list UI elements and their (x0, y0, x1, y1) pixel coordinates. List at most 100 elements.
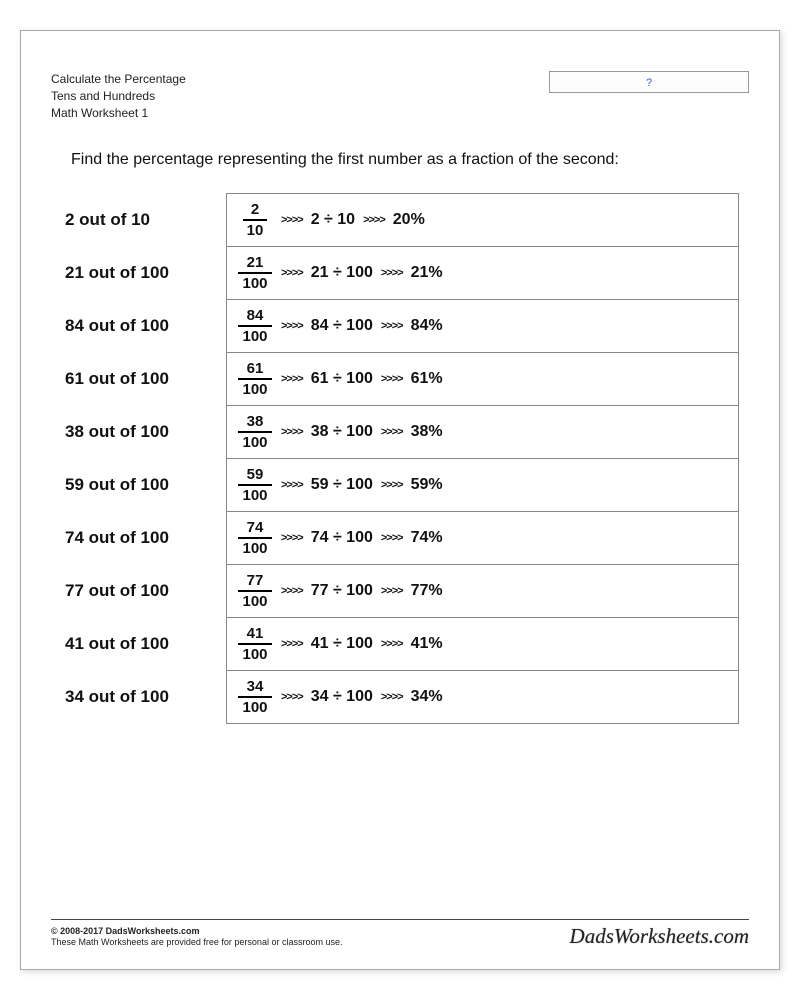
title-line-3: Math Worksheet 1 (51, 105, 186, 122)
fraction-numerator: 77 (243, 573, 268, 590)
arrow-icon: >>>> (379, 691, 405, 703)
answer-cell: 21100 >>>> 21 ÷ 100 >>>> 21% (226, 246, 739, 299)
division-expression: 61 ÷ 100 (311, 370, 373, 388)
fraction-denominator: 10 (243, 219, 268, 238)
fraction-numerator: 74 (243, 520, 268, 537)
arrow-icon: >>>> (279, 267, 305, 279)
division-expression: 77 ÷ 100 (311, 582, 373, 600)
problem-row: 74 out of 100 74100 >>>> 74 ÷ 100 >>>> 74% (61, 511, 739, 564)
fraction-denominator: 100 (238, 590, 271, 609)
fraction-denominator: 100 (238, 272, 271, 291)
problem-row: 41 out of 10041100>>>>41 ÷ 100>>>>41% (61, 617, 739, 670)
answer-cell: 210 >>>> 2 ÷ 10 >>>> 20% (226, 193, 739, 246)
arrow-icon: >>>> (279, 585, 305, 597)
footer-brand: DadsWorksheets.com (570, 924, 749, 949)
title-line-2: Tens and Hundreds (51, 88, 186, 105)
percentage-result: 59% (411, 476, 443, 494)
arrow-icon: >>>> (279, 426, 305, 438)
header: Calculate the Percentage Tens and Hundre… (51, 71, 749, 121)
arrow-icon: >>>> (279, 532, 305, 544)
footer-note: These Math Worksheets are provided free … (51, 937, 342, 949)
fraction-numerator: 59 (243, 467, 268, 484)
fraction-numerator: 41 (243, 626, 268, 643)
fraction: 210 (237, 202, 273, 238)
division-expression: 74 ÷ 100 (311, 529, 373, 547)
fraction-numerator: 61 (243, 361, 268, 378)
fraction: 38100 (237, 414, 273, 450)
arrow-icon: >>>> (379, 320, 405, 332)
fraction: 34100 (237, 679, 273, 715)
percentage-result: 21% (411, 264, 443, 282)
answer-cell: 38100>>>>38 ÷ 100>>>>38% (226, 405, 739, 458)
fraction-denominator: 100 (238, 696, 271, 715)
percentage-result: 77% (411, 582, 443, 600)
fraction-numerator: 38 (243, 414, 268, 431)
title-line-1: Calculate the Percentage (51, 71, 186, 88)
arrow-icon: >>>> (379, 267, 405, 279)
percentage-result: 84% (411, 317, 443, 335)
answer-cell: 77100 >>>> 77 ÷ 100 >>>> 77% (226, 564, 739, 617)
fraction-numerator: 34 (243, 679, 268, 696)
arrow-icon: >>>> (279, 214, 305, 226)
fraction: 84100 (237, 308, 273, 344)
problem-label: 74 out of 100 (61, 511, 226, 564)
fraction-denominator: 100 (238, 484, 271, 503)
fraction-numerator: 84 (243, 308, 268, 325)
answer-cell: 84100 >>>> 84 ÷ 100 >>>> 84% (226, 299, 739, 352)
answer-cell: 74100 >>>> 74 ÷ 100 >>>> 74% (226, 511, 739, 564)
answer-cell: 34100>>>>34 ÷ 100>>>>34% (226, 670, 739, 724)
arrow-icon: >>>> (279, 320, 305, 332)
arrow-icon: >>>> (379, 638, 405, 650)
fraction-denominator: 100 (238, 325, 271, 344)
percentage-result: 41% (411, 635, 443, 653)
problem-label: 77 out of 100 (61, 564, 226, 617)
arrow-icon: >>>> (379, 532, 405, 544)
fraction-denominator: 100 (238, 378, 271, 397)
division-expression: 2 ÷ 10 (311, 211, 355, 229)
problem-rows: 2 out of 10 210 >>>> 2 ÷ 10 >>>> 20% 21 out of… (61, 193, 739, 724)
arrow-icon: >>>> (379, 479, 405, 491)
arrow-icon: >>>> (279, 691, 305, 703)
copyright-text: © 2008-2017 DadsWorksheets.com (51, 926, 342, 938)
arrow-icon: >>>> (361, 214, 387, 226)
problem-row: 21 out of 100 21100 >>>> 21 ÷ 100 >>>> 21% (61, 246, 739, 299)
problem-label: 61 out of 100 (61, 352, 226, 405)
fraction: 59100 (237, 467, 273, 503)
problem-label: 2 out of 10 (61, 193, 226, 246)
answer-cell: 41100>>>>41 ÷ 100>>>>41% (226, 617, 739, 670)
problem-row: 2 out of 10 210 >>>> 2 ÷ 10 >>>> 20% (61, 193, 739, 246)
division-expression: 34 ÷ 100 (311, 688, 373, 706)
header-titles: Calculate the Percentage Tens and Hundre… (51, 71, 186, 121)
fraction: 61100 (237, 361, 273, 397)
fraction: 21100 (237, 255, 273, 291)
footer: © 2008-2017 DadsWorksheets.com These Mat… (51, 919, 749, 949)
problem-row: 34 out of 10034100>>>>34 ÷ 100>>>>34% (61, 670, 739, 724)
division-expression: 84 ÷ 100 (311, 317, 373, 335)
fraction-denominator: 100 (238, 643, 271, 662)
problem-row: 61 out of 100 61100 >>>> 61 ÷ 100 >>>> 61% (61, 352, 739, 405)
fraction-denominator: 100 (238, 431, 271, 450)
arrow-icon: >>>> (379, 585, 405, 597)
arrow-icon: >>>> (379, 373, 405, 385)
fraction: 74100 (237, 520, 273, 556)
problem-label: 59 out of 100 (61, 458, 226, 511)
problem-label: 41 out of 100 (61, 617, 226, 670)
division-expression: 21 ÷ 100 (311, 264, 373, 282)
fraction: 77100 (237, 573, 273, 609)
problem-label: 21 out of 100 (61, 246, 226, 299)
answer-cell: 61100 >>>> 61 ÷ 100 >>>> 61% (226, 352, 739, 405)
arrow-icon: >>>> (279, 638, 305, 650)
problem-label: 84 out of 100 (61, 299, 226, 352)
percentage-result: 74% (411, 529, 443, 547)
percentage-result: 20% (393, 211, 425, 229)
fraction-denominator: 100 (238, 537, 271, 556)
arrow-icon: >>>> (279, 373, 305, 385)
division-expression: 38 ÷ 100 (311, 423, 373, 441)
name-field[interactable]: ? (549, 71, 749, 93)
problem-row: 38 out of 10038100>>>>38 ÷ 100>>>>38% (61, 405, 739, 458)
fraction: 41100 (237, 626, 273, 662)
problem-row: 77 out of 100 77100 >>>> 77 ÷ 100 >>>> 77% (61, 564, 739, 617)
footer-left: © 2008-2017 DadsWorksheets.com These Mat… (51, 926, 342, 949)
answer-cell: 59100>>>>59 ÷ 100>>>>59% (226, 458, 739, 511)
percentage-result: 61% (411, 370, 443, 388)
